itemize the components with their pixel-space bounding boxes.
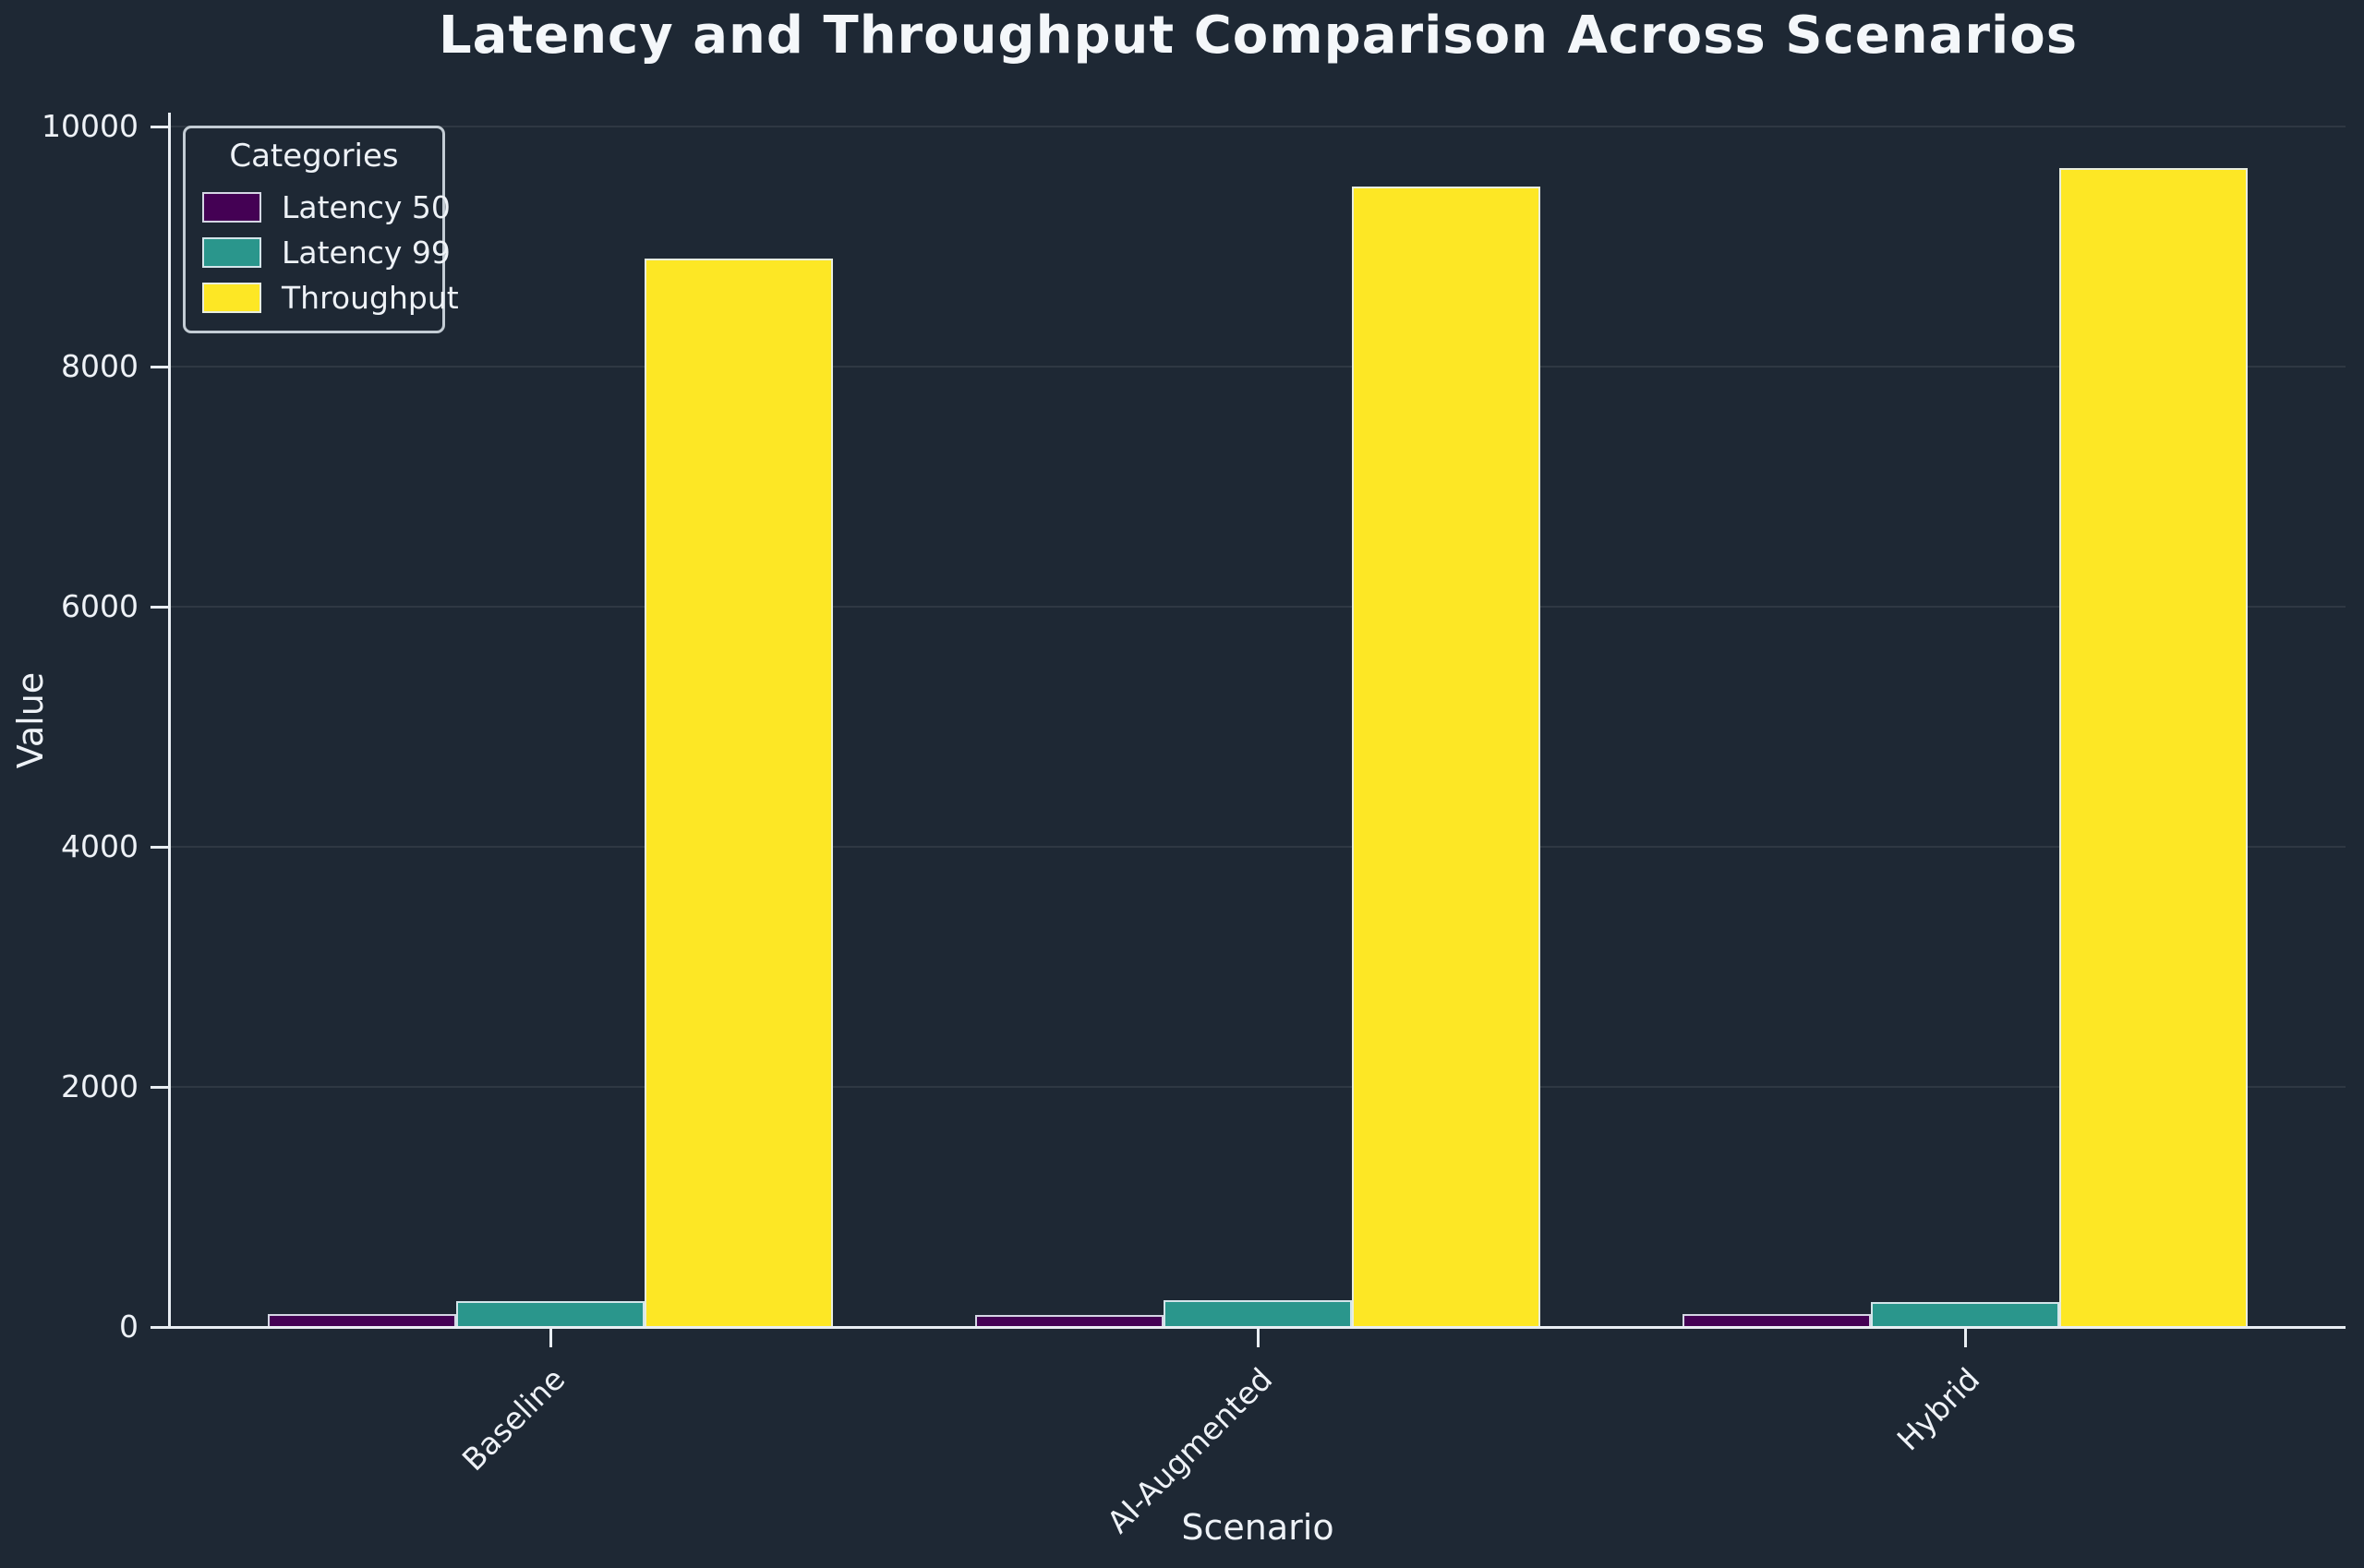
gridline-8000 bbox=[171, 366, 2346, 368]
x-tick-label-baseline: Baseline bbox=[454, 1360, 573, 1478]
bar-ai-augmented-latency-50 bbox=[975, 1315, 1164, 1327]
bar-hybrid-latency-99 bbox=[1871, 1302, 2059, 1327]
x-tick-mark-baseline bbox=[549, 1329, 552, 1347]
y-tick-label-10000: 10000 bbox=[42, 108, 139, 144]
y-axis-spine bbox=[168, 113, 171, 1329]
bar-baseline-throughput bbox=[645, 259, 833, 1327]
legend-swatch-throughput bbox=[202, 283, 261, 313]
chart-title: Latency and Throughput Comparison Across… bbox=[438, 6, 2079, 66]
bar-hybrid-latency-50 bbox=[1683, 1314, 1871, 1327]
bar-hybrid-throughput bbox=[2059, 168, 2248, 1327]
y-tick-mark-8000 bbox=[151, 365, 169, 368]
y-axis-label: Value bbox=[10, 671, 51, 769]
gridline-10000 bbox=[171, 126, 2346, 127]
bar-ai-augmented-throughput bbox=[1352, 187, 1540, 1327]
y-tick-label-2000: 2000 bbox=[61, 1068, 139, 1104]
legend-item-latency-99: Latency 99 bbox=[202, 235, 451, 271]
y-tick-label-6000: 6000 bbox=[61, 588, 139, 624]
gridline-2000 bbox=[171, 1086, 2346, 1088]
legend-item-throughput: Throughput bbox=[202, 280, 459, 316]
x-axis-spine bbox=[168, 1326, 2346, 1329]
bar-ai-augmented-latency-99 bbox=[1164, 1300, 1352, 1327]
legend: Categories Latency 50 Latency 99 Throughpu… bbox=[183, 126, 459, 333]
legend-label: Latency 50 bbox=[282, 189, 451, 225]
bar-baseline-latency-99 bbox=[456, 1301, 645, 1327]
legend-swatch-latency-99 bbox=[202, 237, 261, 268]
y-tick-mark-2000 bbox=[151, 1085, 169, 1089]
y-tick-mark-10000 bbox=[151, 125, 169, 128]
y-tick-label-0: 0 bbox=[119, 1309, 139, 1345]
y-tick-label-8000: 8000 bbox=[61, 348, 139, 384]
x-tick-mark-ai-augmented bbox=[1256, 1329, 1260, 1347]
bar-baseline-latency-50 bbox=[268, 1314, 456, 1327]
legend-label: Throughput bbox=[282, 280, 459, 316]
legend-items: Latency 50 Latency 99 Throughput bbox=[202, 189, 459, 316]
gridline-4000 bbox=[171, 846, 2346, 848]
x-tick-mark-hybrid bbox=[1963, 1329, 1967, 1347]
x-axis-label: Scenario bbox=[1181, 1507, 1334, 1548]
x-tick-label-hybrid: Hybrid bbox=[1889, 1360, 1987, 1458]
y-tick-mark-6000 bbox=[151, 605, 169, 609]
y-tick-mark-0 bbox=[151, 1325, 169, 1329]
legend-title: Categories bbox=[229, 138, 399, 175]
legend-swatch-latency-50 bbox=[202, 192, 261, 223]
plot-area bbox=[171, 113, 2346, 1327]
legend-item-latency-50: Latency 50 bbox=[202, 189, 451, 225]
legend-label: Latency 99 bbox=[282, 235, 451, 271]
y-tick-label-4000: 4000 bbox=[61, 828, 139, 864]
y-tick-mark-4000 bbox=[151, 845, 169, 849]
gridline-6000 bbox=[171, 606, 2346, 608]
